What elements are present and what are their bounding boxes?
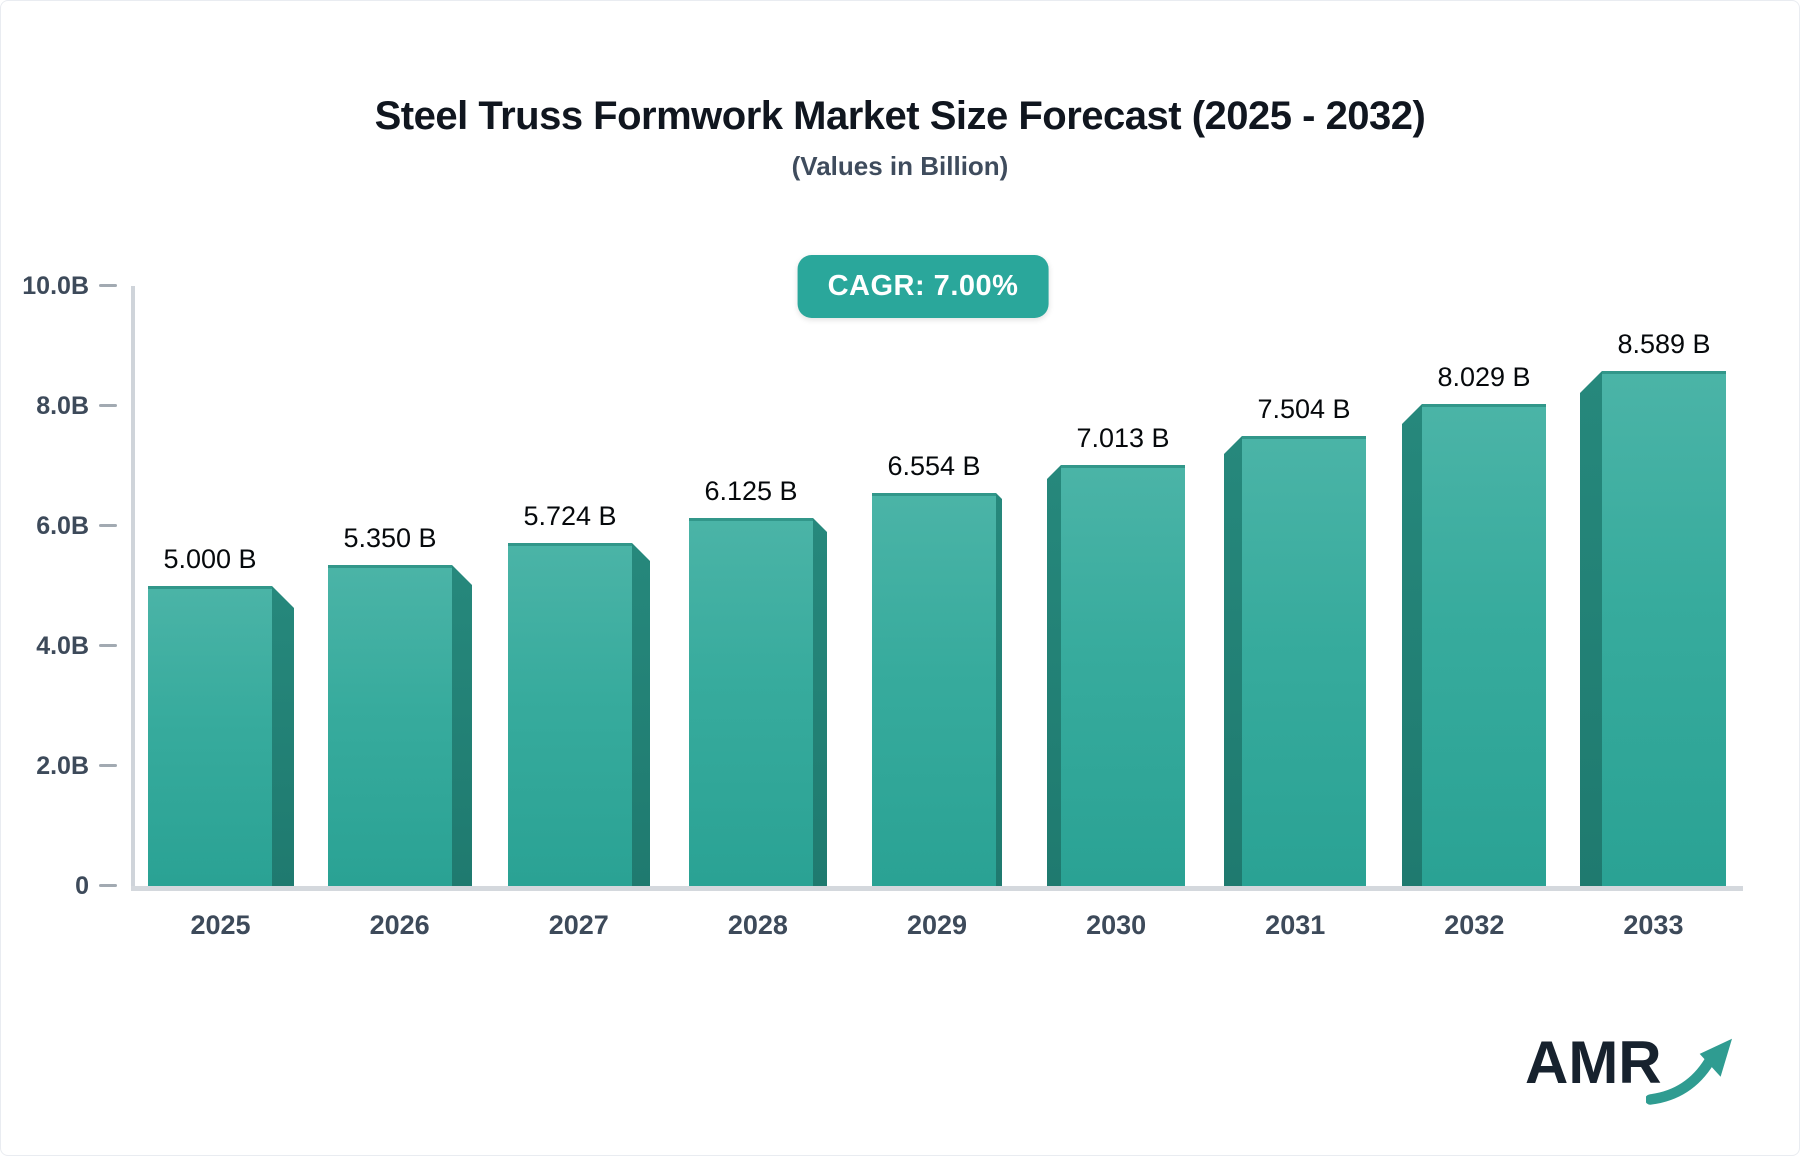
bar-side-face bbox=[632, 543, 650, 886]
y-axis-line bbox=[131, 286, 135, 891]
bar-value-label: 5.724 B bbox=[523, 501, 617, 531]
y-axis-tick-label: 4.0B bbox=[36, 632, 89, 660]
bar-2031[interactable] bbox=[1242, 436, 1366, 886]
bar-value-label: 8.589 B bbox=[1617, 329, 1711, 359]
bar-2026[interactable] bbox=[328, 565, 452, 886]
bar-side-face bbox=[272, 586, 294, 886]
bar-side-face bbox=[1402, 404, 1422, 886]
x-axis-label-2029: 2029 bbox=[906, 910, 968, 940]
y-axis-tick-mark bbox=[99, 404, 117, 407]
page-title: Steel Truss Formwork Market Size Forecas… bbox=[374, 94, 1426, 138]
bar-value-label: 6.125 B bbox=[704, 476, 798, 506]
amr-logo[interactable]: AMR bbox=[1525, 1031, 1742, 1109]
y-axis-tick-label: 0 bbox=[75, 872, 89, 900]
bar-value-label: 7.504 B bbox=[1257, 394, 1351, 424]
growth-arrow-icon bbox=[1645, 1038, 1732, 1105]
bar-2028[interactable] bbox=[689, 518, 813, 886]
y-axis-tick-label: 2.0B bbox=[36, 752, 89, 780]
x-axis-label-2025: 2025 bbox=[190, 910, 251, 940]
cagr-badge: CAGR: 7.00% bbox=[797, 255, 1049, 318]
x-axis-label-2028: 2028 bbox=[727, 910, 788, 940]
bar-value-label: 7.013 B bbox=[1076, 423, 1170, 453]
y-axis-tick-mark bbox=[99, 644, 117, 647]
x-axis-label-2033: 2033 bbox=[1623, 910, 1684, 940]
x-axis-label-2026: 2026 bbox=[369, 910, 430, 940]
bar-side-face bbox=[996, 493, 1002, 886]
bar-value-label: 6.554 B bbox=[887, 451, 981, 481]
y-axis-tick-mark bbox=[99, 524, 117, 527]
chart-header: Steel Truss Formwork Market Size Forecas… bbox=[41, 93, 1759, 181]
page-subtitle: (Values in Billion) bbox=[791, 151, 1009, 181]
bar-2027[interactable] bbox=[508, 543, 632, 886]
x-axis-label-2031: 2031 bbox=[1265, 910, 1326, 940]
x-axis-label-2030: 2030 bbox=[1086, 910, 1147, 940]
bar-2033[interactable] bbox=[1602, 371, 1726, 886]
x-axis-line bbox=[131, 886, 1743, 891]
bar-value-label: 8.029 B bbox=[1437, 362, 1531, 392]
y-axis-tick-label: 6.0B bbox=[36, 512, 89, 540]
x-axis-label-2027: 2027 bbox=[548, 910, 609, 940]
bar-side-face bbox=[1224, 436, 1242, 886]
bar-2029[interactable] bbox=[872, 493, 996, 886]
y-axis-tick-label: 8.0B bbox=[36, 392, 89, 420]
y-axis-tick-mark bbox=[99, 284, 117, 287]
bar-2030[interactable] bbox=[1061, 465, 1185, 886]
bar-2032[interactable] bbox=[1422, 404, 1546, 886]
amr-logo-text: AMR bbox=[1525, 1029, 1662, 1096]
bar-side-face bbox=[813, 518, 827, 886]
bar-side-face bbox=[1047, 465, 1061, 886]
y-axis-tick-mark bbox=[99, 884, 117, 887]
bar-2025[interactable] bbox=[148, 586, 272, 886]
y-axis-tick-label: 10.0B bbox=[22, 272, 89, 300]
bar-side-face bbox=[1580, 371, 1602, 886]
x-axis-label-2032: 2032 bbox=[1444, 910, 1505, 940]
bar-side-face bbox=[452, 565, 472, 886]
bar-value-label: 5.350 B bbox=[343, 523, 437, 553]
bar-value-label: 5.000 B bbox=[163, 544, 257, 574]
y-axis-tick-mark bbox=[99, 764, 117, 767]
